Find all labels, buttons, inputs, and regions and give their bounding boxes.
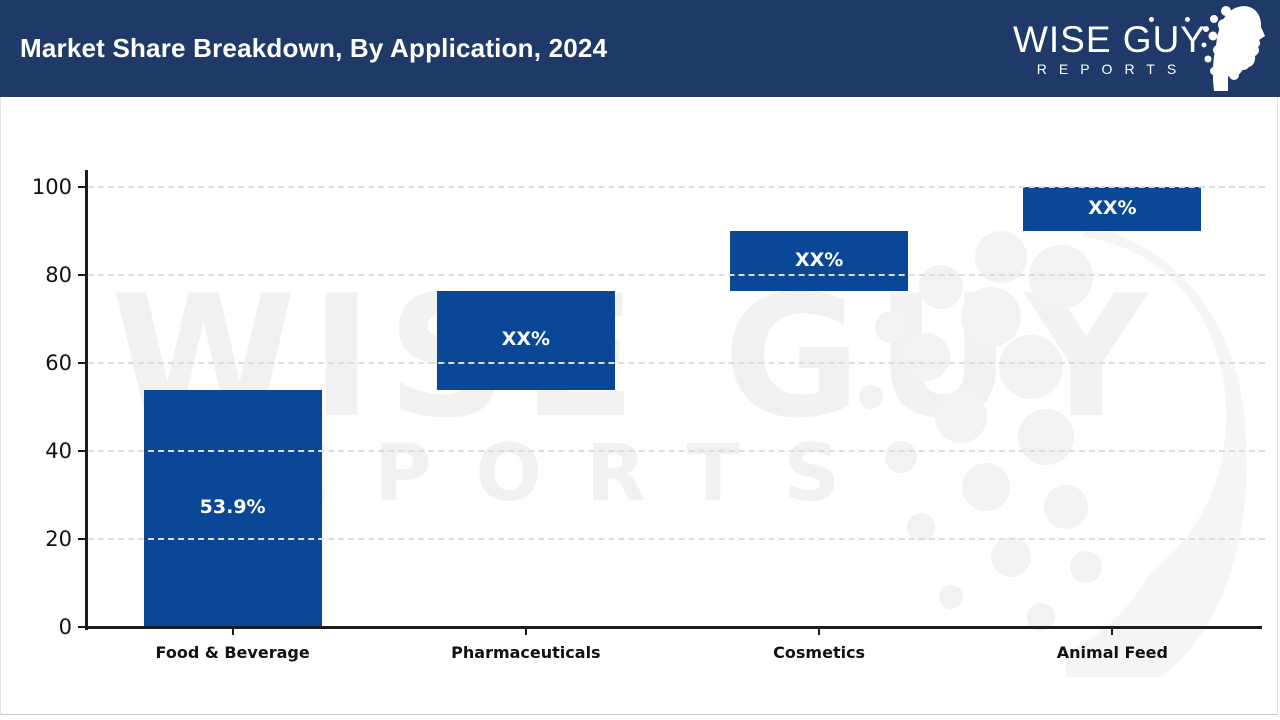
x-axis-tick [1111,627,1114,635]
y-axis-tick-label: 100 [31,175,72,199]
bar-pharmaceuticals [436,290,615,390]
logo-dot-icon [1185,16,1190,22]
header: Market Share Breakdown, By Application, … [0,0,1280,97]
y-axis-line [85,170,88,630]
x-axis-category-label: Food & Beverage [155,643,310,662]
chart-area: WISE GUY REPORTS 0 20 40 60 80 100 53.9% Food &… [0,97,1278,715]
y-axis-tick-label: 60 [45,351,72,375]
bar-cosmetics [730,230,909,291]
y-axis-tick [78,362,86,364]
y-axis-tick-label: 20 [45,527,72,551]
bar-value-label: XX% [794,248,844,271]
logo-face-icon [1201,5,1265,91]
x-axis-tick [231,627,234,635]
watermark-face-icon [859,227,1247,677]
y-axis-tick [78,274,86,276]
logo-wordmark: WISE GUY REPORTS [1012,16,1206,77]
y-axis-tick [78,186,86,188]
x-axis-category-label: Cosmetics [773,643,866,662]
x-axis-category-label: Animal Feed [1056,643,1168,662]
bar-animal-feed [1023,187,1202,231]
x-axis-line [85,626,1262,629]
x-axis-tick [818,627,821,635]
gridline [88,450,1265,452]
logo-wordmark-line2: REPORTS [1036,60,1189,77]
logo-wordmark-line1: WISE GUY [1012,18,1206,60]
x-axis-category-label: Pharmaceuticals [451,643,601,662]
page-title: Market Share Breakdown, By Application, … [20,33,608,63]
gridline [88,274,1265,276]
gridline [88,362,1265,364]
gridline [88,186,1265,188]
bar-value-label: XX% [501,328,551,351]
x-axis-tick [524,627,527,635]
bar-food-beverage [143,389,322,627]
y-axis-tick [78,538,86,540]
y-axis-tick-label: 0 [58,615,72,639]
gridline [88,538,1265,540]
y-axis-tick [78,626,86,628]
bar-value-label: XX% [1088,196,1137,219]
y-axis-tick [78,450,86,452]
y-axis-tick-label: 40 [45,439,72,463]
bar-value-label: 53.9% [199,496,266,519]
logo-dot-icon [1149,16,1154,22]
waterfall-chart: 0 20 40 60 80 100 53.9% Food & Beverage XX% Pharm… [1,97,1279,715]
y-axis-tick-label: 80 [45,263,72,287]
wise-guy-reports-logo: WISE GUY REPORTS [1013,3,1266,95]
